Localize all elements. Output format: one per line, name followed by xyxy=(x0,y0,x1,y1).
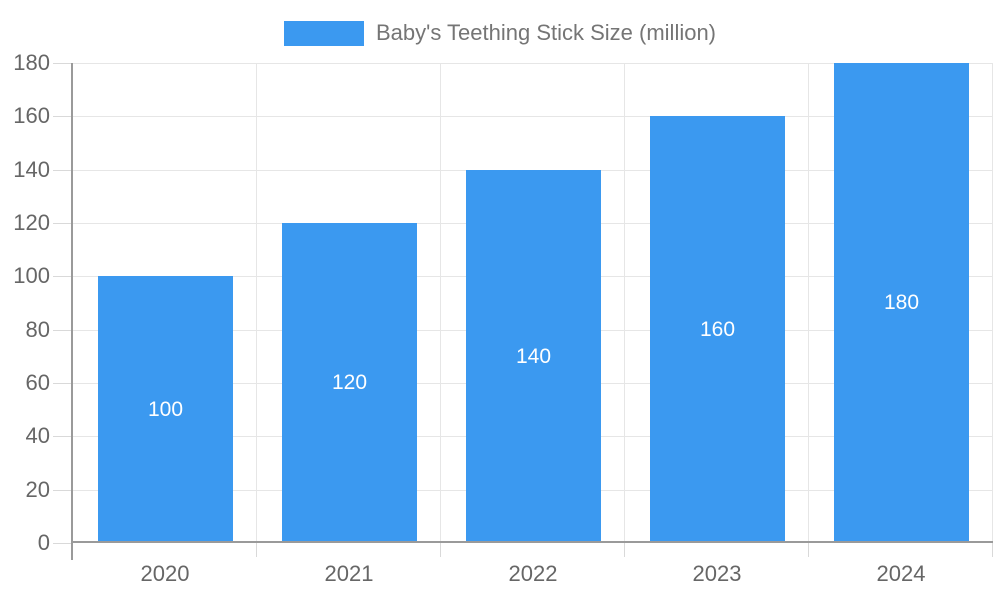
bar[interactable]: 180 xyxy=(834,63,969,543)
y-axis-tick-label: 120 xyxy=(13,210,50,235)
y-axis-line xyxy=(71,63,73,560)
x-axis-category-label: 2022 xyxy=(508,561,558,586)
y-tick xyxy=(53,276,73,277)
y-tick xyxy=(53,383,73,384)
x-axis-category-label: 2023 xyxy=(692,561,742,586)
y-axis-tick-label: 0 xyxy=(37,530,50,555)
y-tick xyxy=(53,63,73,64)
bar-value-label: 140 xyxy=(515,344,552,368)
y-axis-tick-label: 160 xyxy=(13,103,50,128)
y-axis-tick-label: 60 xyxy=(25,370,50,395)
y-axis-tick-label: 40 xyxy=(25,423,50,448)
y-gridline xyxy=(73,116,993,117)
y-tick xyxy=(53,116,73,117)
x-gridline xyxy=(256,63,257,543)
x-gridline xyxy=(624,63,625,543)
legend-swatch-icon xyxy=(283,20,364,46)
y-tick xyxy=(53,436,73,437)
legend: Baby's Teething Stick Size (million) xyxy=(0,18,1000,48)
plot-area: 0 20 40 60 80 100 120 140 160 180 100 2020 120 2021 14… xyxy=(13,50,993,586)
y-axis-tick-label: 180 xyxy=(13,50,50,75)
x-tick xyxy=(256,543,257,557)
y-axis-tick-label: 20 xyxy=(25,477,50,502)
bar-value-label: 160 xyxy=(699,317,736,341)
x-tick xyxy=(992,543,993,557)
bar-value-label: 100 xyxy=(147,397,184,421)
y-axis-tick-label: 140 xyxy=(13,157,50,182)
bar[interactable]: 140 xyxy=(466,170,601,543)
y-axis-tick-label: 80 xyxy=(25,317,50,342)
bar[interactable]: 160 xyxy=(650,116,785,543)
bar[interactable]: 120 xyxy=(282,223,417,543)
legend-item[interactable]: Baby's Teething Stick Size (million) xyxy=(283,20,717,46)
y-gridline xyxy=(73,63,993,64)
x-gridline xyxy=(992,63,993,543)
x-tick xyxy=(440,543,441,557)
x-axis-category-label: 2024 xyxy=(876,561,926,586)
y-tick xyxy=(53,543,73,544)
x-axis-category-label: 2021 xyxy=(324,561,374,586)
bar-value-label: 120 xyxy=(331,371,368,394)
x-axis-line xyxy=(73,541,993,543)
y-tick xyxy=(53,490,73,491)
y-tick xyxy=(53,170,73,171)
x-tick xyxy=(808,543,809,557)
x-tick xyxy=(624,543,625,557)
x-gridline xyxy=(808,63,809,543)
x-gridline xyxy=(440,63,441,543)
legend-label: Baby's Teething Stick Size (million) xyxy=(375,20,717,45)
bar-value-label: 180 xyxy=(883,291,920,314)
x-axis-category-label: 2020 xyxy=(140,561,190,586)
y-tick xyxy=(53,330,73,331)
y-tick xyxy=(53,223,73,224)
y-axis-tick-label: 100 xyxy=(13,263,50,288)
bar[interactable]: 100 xyxy=(98,276,233,543)
